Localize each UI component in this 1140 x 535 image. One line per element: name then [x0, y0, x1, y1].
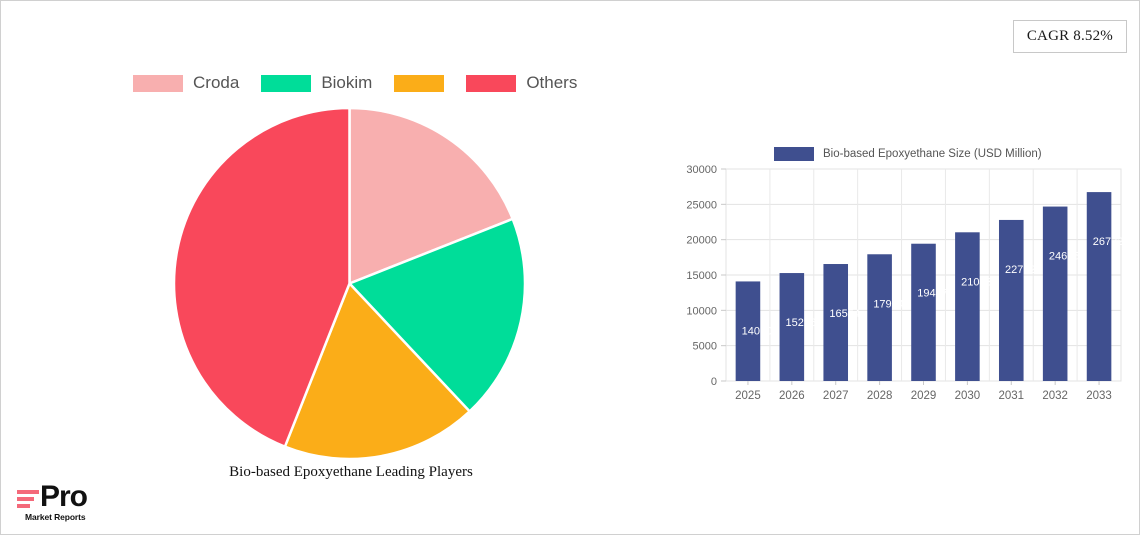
- legend-item-biokim[interactable]: Biokim: [261, 73, 394, 93]
- legend-item-croda[interactable]: Croda: [133, 73, 261, 93]
- bar-value-label-2025: 14090: [742, 325, 773, 337]
- bar-value-label-2026: 15276: [786, 317, 817, 329]
- bar-2033[interactable]: [1086, 192, 1112, 381]
- bar-2032[interactable]: [1042, 206, 1068, 381]
- pie-slice-biokim[interactable]: [347, 217, 526, 414]
- bar-2025[interactable]: [735, 281, 761, 381]
- bar-chart-legend[interactable]: Bio-based Epoxyethane Size (USD Million): [774, 147, 1042, 161]
- logo-bars-icon: [17, 490, 39, 511]
- bar-2029[interactable]: [911, 243, 936, 381]
- bar-chart-x-axis-labels: 2025 2026 2027 2028 2029 2030 2031 2032 2033: [735, 390, 1112, 402]
- bar-value-label-2029: 19427: [917, 288, 948, 300]
- pie-chart-svg: [174, 108, 525, 459]
- x-axis-tick-label-2032: 2032: [1042, 390, 1068, 402]
- logo-wordmark: Pro: [40, 480, 88, 513]
- pie-chart: [174, 108, 525, 459]
- bar-value-label-2027: 16554: [829, 308, 860, 320]
- bar-2028[interactable]: [867, 254, 892, 381]
- legend-label-croda: Croda: [193, 73, 240, 92]
- bar-2026[interactable]: [779, 273, 805, 381]
- y-axis-tick-label: 25000: [686, 199, 717, 211]
- legend-item-unlabeled[interactable]: [394, 74, 466, 92]
- x-axis-tick-label-2030: 2030: [955, 390, 981, 402]
- pie-legend: Croda Biokim Others: [133, 73, 599, 93]
- pie-slice-others[interactable]: [174, 108, 351, 449]
- pie-slice-croda[interactable]: [348, 108, 515, 286]
- x-axis-tick-label-2029: 2029: [911, 390, 937, 402]
- y-axis-tick-label: 5000: [693, 341, 717, 353]
- bar-2031[interactable]: [998, 219, 1024, 381]
- bar-2027[interactable]: [823, 264, 849, 381]
- x-axis-tick-label-2025: 2025: [735, 390, 761, 402]
- y-axis-tick-label: 30000: [686, 164, 717, 176]
- x-axis-tick-label-2027: 2027: [823, 390, 849, 402]
- legend-label-biokim: Biokim: [321, 73, 373, 92]
- bar-value-label-2033: 26732: [1093, 236, 1124, 248]
- bar-chart-bars: 14090 15276 16554 17934 19427 21043 22792 24685…: [735, 192, 1124, 381]
- x-axis-tick-label-2028: 2028: [867, 390, 893, 402]
- x-axis-tick-label-2033: 2033: [1086, 390, 1112, 402]
- y-axis-tick-label: 20000: [686, 235, 717, 247]
- bar-chart: Bio-based Epoxyethane Size (USD Million)…: [664, 141, 1134, 411]
- pie-chart-caption: Bio-based Epoxyethane Leading Players: [229, 464, 473, 480]
- y-axis-tick-label: 10000: [686, 305, 717, 317]
- x-axis-tick-label-2031: 2031: [998, 390, 1024, 402]
- bar-legend-label: Bio-based Epoxyethane Size (USD Million): [823, 148, 1042, 160]
- logo-mark: Pro: [17, 480, 113, 513]
- y-axis-tick-label: 0: [711, 376, 717, 388]
- bar-legend-swatch: [774, 147, 814, 161]
- bar-2030[interactable]: [955, 232, 980, 381]
- y-axis-tick-label: 15000: [686, 270, 717, 282]
- pie-slice-unlabeled[interactable]: [283, 281, 472, 460]
- bar-value-label-2031: 22792: [1005, 264, 1036, 276]
- legend-swatch-unlabeled: [394, 74, 445, 92]
- logo-tagline: Market Reports: [25, 512, 86, 522]
- cagr-badge: CAGR 8.52%: [1012, 20, 1127, 53]
- legend-swatch-biokim: [261, 74, 312, 92]
- logo: Pro Market Reports: [17, 481, 113, 522]
- legend-swatch-croda: [133, 74, 183, 92]
- legend-item-others[interactable]: Others: [466, 73, 599, 93]
- bar-chart-y-axis-labels: 0 5000 10000 15000 20000 25000 30000: [686, 164, 717, 388]
- bar-chart-svg: 14090 15276 16554 17934 19427 21043 22792 24685…: [686, 164, 1124, 402]
- bar-value-label-2030: 21043: [961, 276, 992, 288]
- bar-value-label-2028: 17934: [873, 298, 904, 310]
- legend-swatch-others: [466, 74, 517, 92]
- x-axis-tick-label-2026: 2026: [779, 390, 805, 402]
- legend-label-others: Others: [526, 73, 578, 92]
- bar-value-label-2032: 24685: [1049, 251, 1080, 263]
